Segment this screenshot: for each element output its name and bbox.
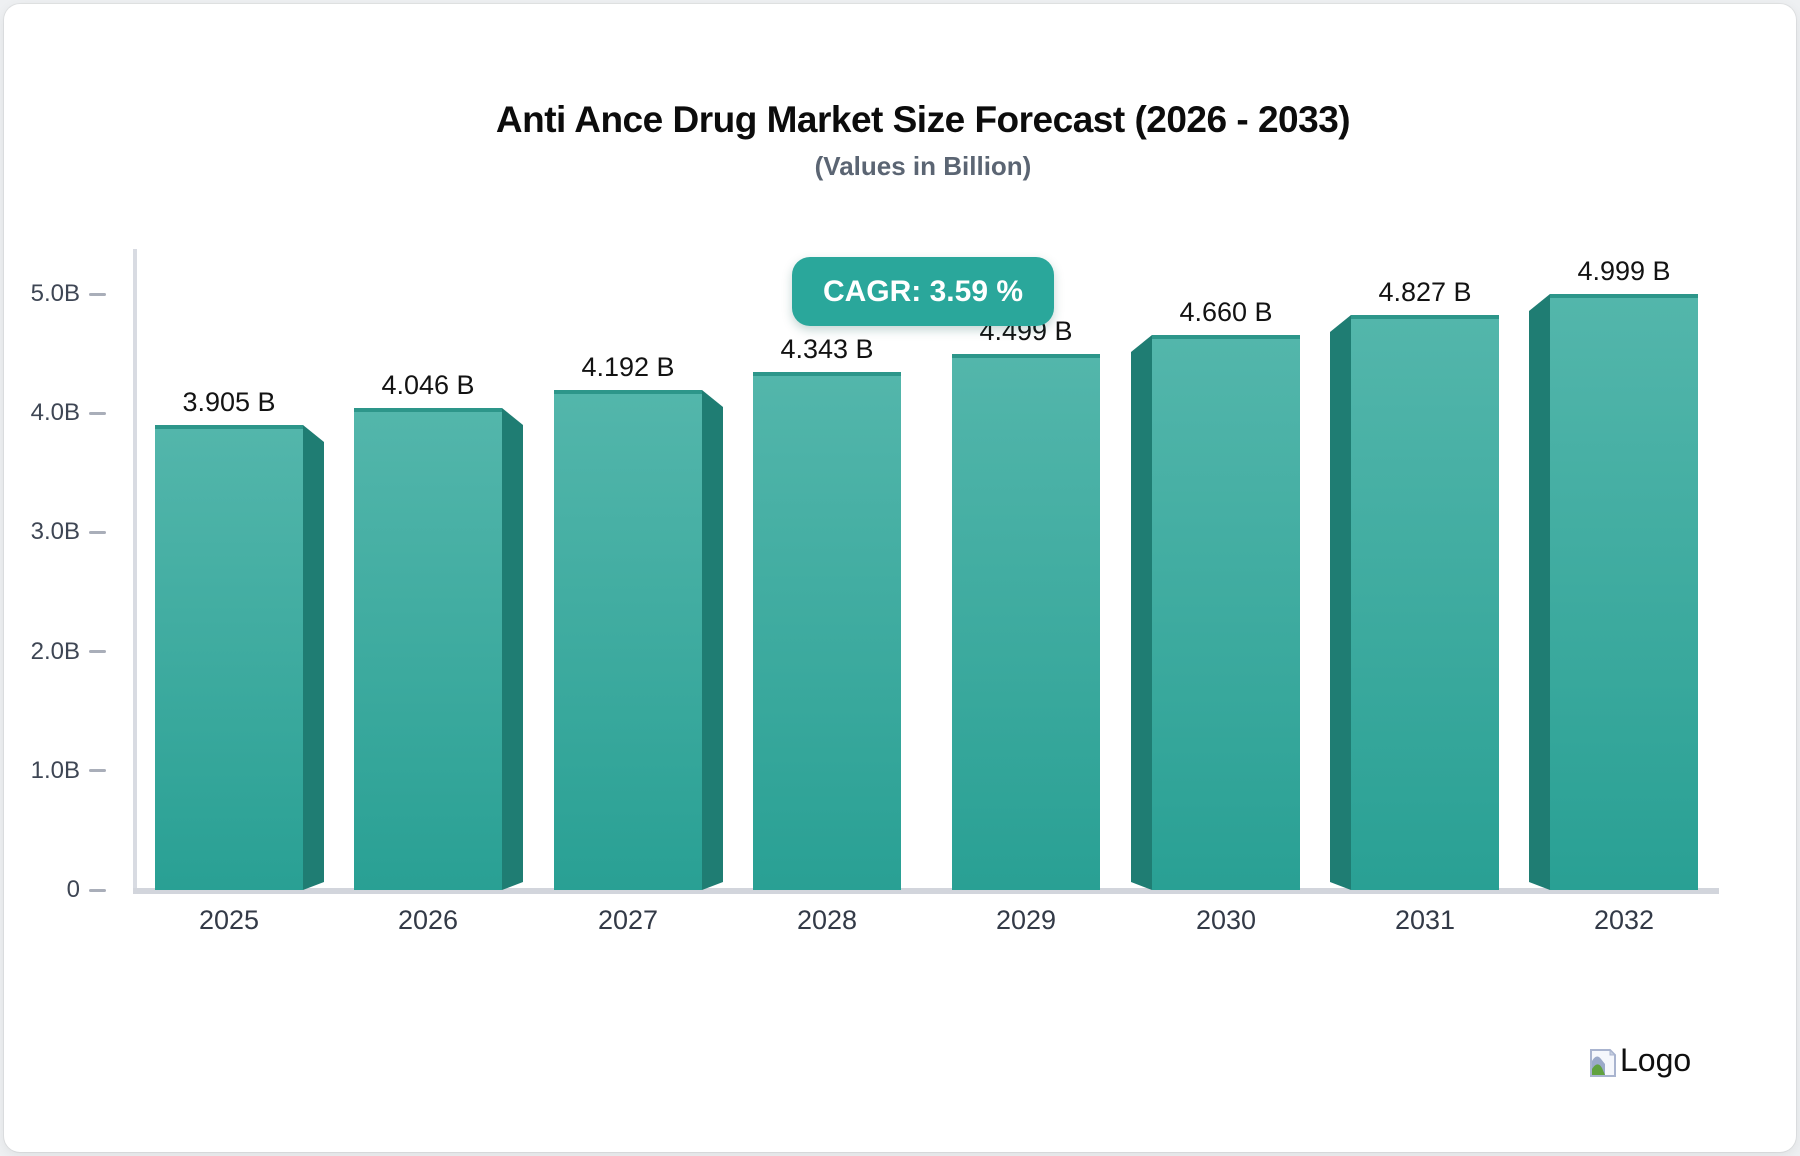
bar-side-shadow [1529,294,1550,890]
bar-value-label: 4.999 B [1577,256,1671,286]
y-tick-label: 1.0B [30,756,80,784]
x-axis-label: 2026 [397,905,459,935]
x-axis-label: 2031 [1394,905,1456,935]
y-tick-mark [89,292,106,296]
y-axis-line [133,249,137,894]
bar-value-label: 4.660 B [1179,297,1273,327]
logo: Logo [1587,1042,1691,1079]
logo-label: Logo [1620,1042,1692,1078]
x-axis-label: 2032 [1593,905,1655,935]
bar-value-label: 4.343 B [780,334,874,364]
chart-subtitle: (Values in Billion) [814,151,1032,181]
y-tick-label: 3.0B [30,518,80,546]
broken-image-icon [1590,1048,1617,1077]
bar-side-shadow [1330,315,1351,890]
y-tick-label: 0 [66,876,80,903]
cagr-badge: CAGR: 3.59 % [792,257,1054,326]
chart-title: Anti Ance Drug Market Size Forecast (202… [495,99,1351,140]
x-axis-label: 2030 [1195,905,1257,935]
bar-2028 [753,372,901,890]
x-axis-label: 2027 [597,905,659,935]
y-tick-mark [89,411,106,415]
bar-value-label: 3.905 B [182,387,276,417]
bar-value-label: 4.046 B [381,370,475,400]
x-axis-baseline [133,888,1719,894]
x-axis-label: 2028 [796,905,858,935]
chart-card: Anti Ance Drug Market Size Forecast (202… [4,4,1796,1152]
bar-value-label: 4.192 B [581,352,675,382]
y-tick-label: 5.0B [30,280,80,307]
y-tick-label: 2.0B [30,637,80,665]
bar-2026 [354,408,502,890]
y-tick-mark [89,888,106,892]
bar-value-label: 4.827 B [1378,277,1472,307]
bar-2031 [1351,315,1499,890]
bar-2030 [1152,335,1300,890]
x-axis-label: 2025 [198,905,260,935]
y-tick-mark [89,530,106,534]
bar-2032 [1550,294,1698,890]
bar-2025 [155,425,303,890]
bar-side-shadow [303,425,324,890]
y-tick-mark [89,769,106,773]
bar-side-shadow [702,390,723,890]
y-tick-mark [89,650,106,654]
bar-2029 [952,354,1100,890]
x-axis-label: 2029 [995,905,1057,935]
bar-2027 [554,390,702,890]
bar-side-shadow [1131,335,1152,890]
bar-side-shadow [502,408,523,890]
y-tick-label: 4.0B [30,399,80,427]
